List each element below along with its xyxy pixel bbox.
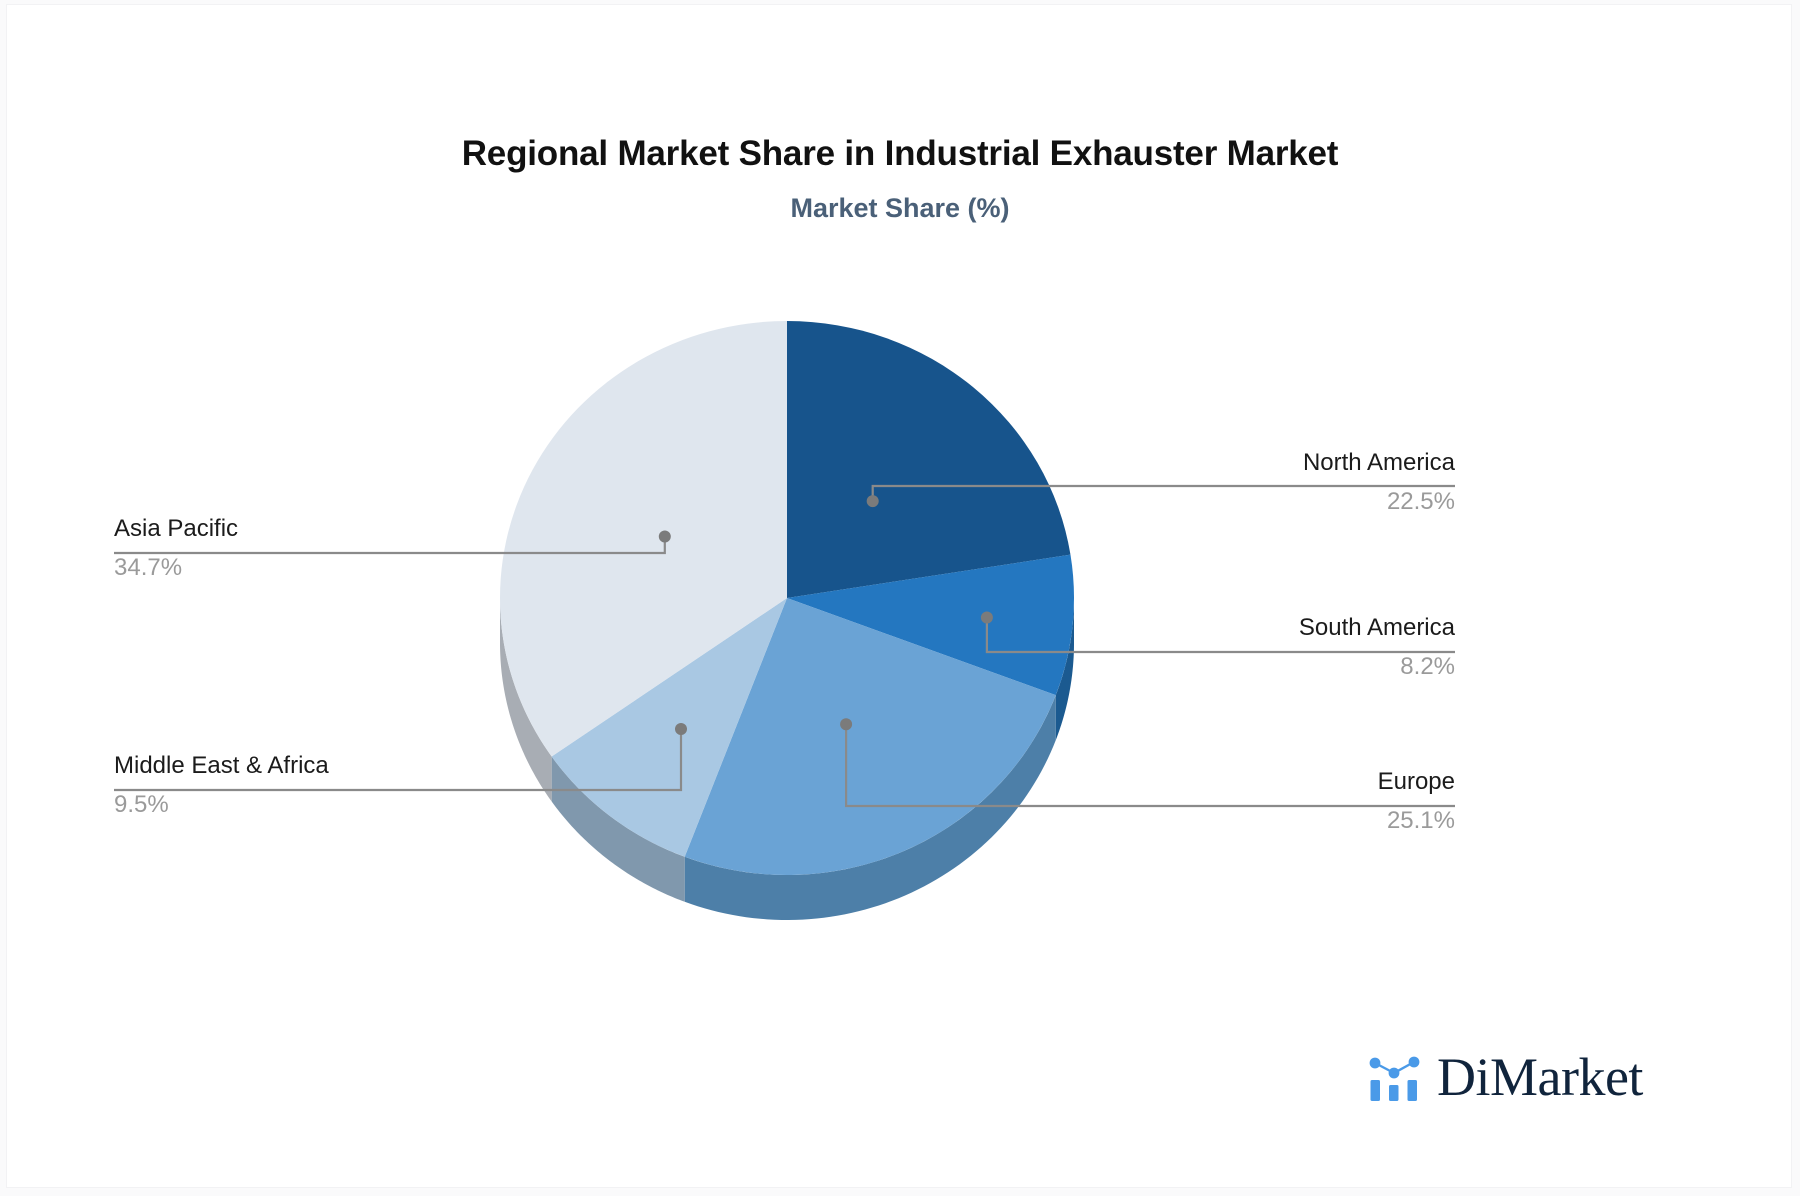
pie-slice-middle-east-africa[interactable]: [551, 598, 787, 857]
pie-slice-north-america[interactable]: [787, 320, 1071, 598]
leader-dot: [866, 495, 879, 508]
bar-chart-logo-icon: [1369, 1056, 1420, 1101]
slice-label-value: 8.2%: [1400, 653, 1455, 681]
pie-3d-sides: [500, 598, 1074, 920]
brand-logo: DiMarket: [1367, 1042, 1643, 1112]
brand-name: DiMarket: [1437, 1047, 1643, 1107]
slice-label-south-america[interactable]: South America 8.2%: [1180, 614, 1455, 681]
slice-label-north-america[interactable]: North America 22.5%: [1180, 449, 1455, 516]
chart-title: Regional Market Share in Industrial Exha…: [461, 134, 1339, 173]
pie-slice-side: [1055, 598, 1074, 741]
slice-label-asia-pacific[interactable]: Asia Pacific 34.7%: [114, 515, 444, 582]
slice-label-value: 22.5%: [1386, 488, 1455, 516]
pie-slice-south-america[interactable]: [787, 554, 1075, 696]
leader-dot: [675, 723, 687, 735]
slice-label-name: Middle East & Africa: [114, 752, 329, 779]
pie-slice-side: [551, 756, 685, 902]
leader-line: [114, 729, 683, 792]
slice-label-middle-east-africa[interactable]: Middle East & Africa 9.5%: [114, 752, 444, 819]
leader-lines: [114, 484, 1455, 808]
leader-line: [844, 724, 1455, 808]
pie-slice-side: [684, 695, 1056, 920]
chart-subtitle: Market Share (%): [790, 193, 1010, 223]
slice-label-value: 25.1%: [1386, 807, 1455, 835]
slice-label-name: North America: [1302, 449, 1455, 476]
pie-slice-asia-pacific[interactable]: [499, 321, 787, 757]
leader-dot: [980, 611, 993, 624]
pie-slices: [499, 320, 1075, 876]
slice-label-name: South America: [1298, 614, 1455, 641]
leader-line: [985, 617, 1455, 654]
slice-label-europe[interactable]: Europe 25.1%: [1180, 768, 1455, 835]
slice-label-value: 34.7%: [114, 554, 183, 582]
leader-dot: [658, 530, 671, 543]
slice-label-name: Europe: [1377, 768, 1455, 795]
slice-label-value: 9.5%: [114, 791, 169, 819]
pie-slice-side: [500, 598, 552, 802]
slice-label-name: Asia Pacific: [114, 515, 239, 542]
leader-dot: [840, 718, 853, 731]
